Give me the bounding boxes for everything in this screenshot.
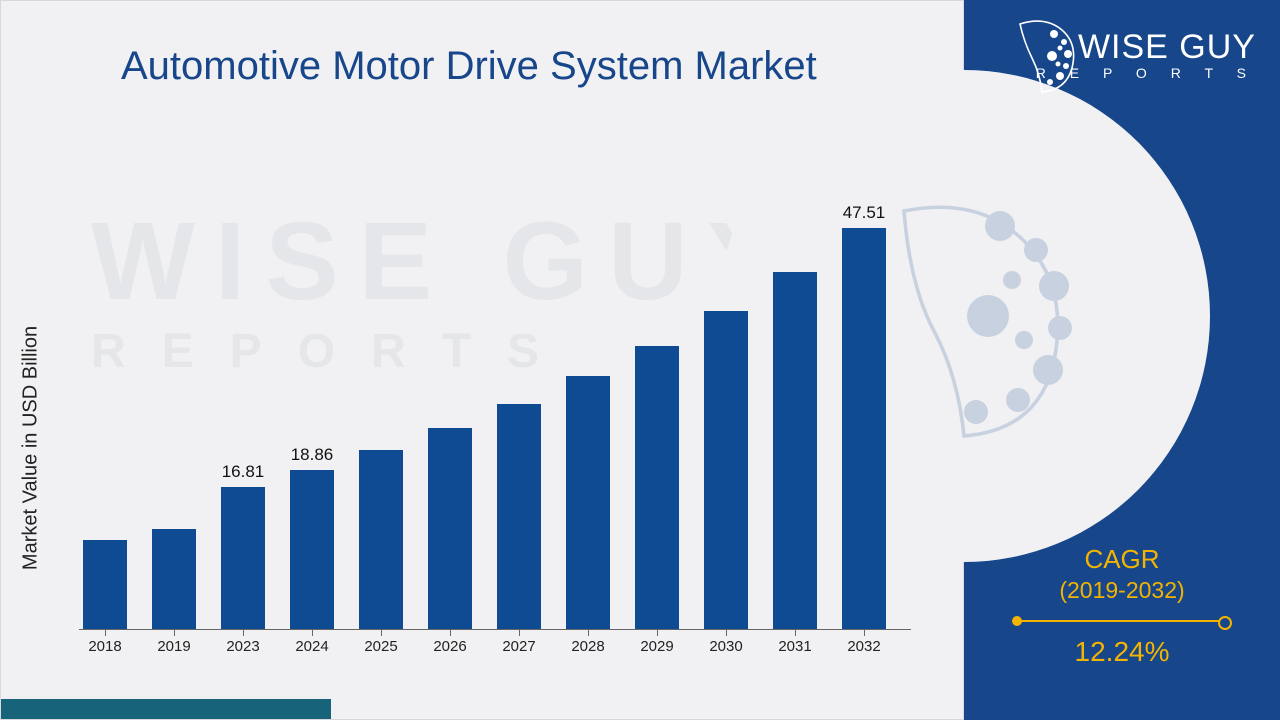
bar bbox=[428, 423, 472, 629]
bar bbox=[83, 535, 127, 629]
logo-text-sub: R E P O R T S bbox=[1036, 65, 1256, 81]
chart-title: Automotive Motor Drive System Market bbox=[121, 43, 1083, 90]
bar-value-label: 18.86 bbox=[291, 445, 334, 465]
cagr-value: 12.24% bbox=[964, 636, 1280, 668]
bar-rect bbox=[566, 376, 610, 629]
bar-rect bbox=[152, 529, 196, 629]
bar bbox=[704, 306, 748, 629]
x-tick: 2024 bbox=[290, 630, 334, 655]
bar-rect bbox=[497, 404, 541, 629]
x-tick: 2027 bbox=[497, 630, 541, 655]
bar: 18.86 bbox=[290, 445, 334, 629]
x-tick: 2029 bbox=[635, 630, 679, 655]
x-tick-label: 2032 bbox=[842, 638, 886, 655]
x-tick: 2023 bbox=[221, 630, 265, 655]
bar-chart: Market Value in USD Billion 16.8118.8647… bbox=[41, 208, 911, 688]
x-tick: 2030 bbox=[704, 630, 748, 655]
x-tick-label: 2025 bbox=[359, 638, 403, 655]
bar-value-label: 47.51 bbox=[843, 203, 886, 223]
bar: 16.81 bbox=[221, 462, 265, 629]
bar-rect bbox=[221, 487, 265, 629]
bar-rect bbox=[359, 450, 403, 629]
cagr-divider bbox=[1017, 620, 1227, 622]
brand-logo: WISE GUY R E P O R T S bbox=[1036, 28, 1256, 81]
x-tick-label: 2019 bbox=[152, 638, 196, 655]
x-tick-label: 2027 bbox=[497, 638, 541, 655]
bar bbox=[497, 399, 541, 629]
bar-rect bbox=[773, 272, 817, 629]
x-tick: 2032 bbox=[842, 630, 886, 655]
bar-rect bbox=[290, 470, 334, 629]
bar: 47.51 bbox=[842, 203, 886, 629]
side-panel: WISE GUY R E P O R T S CAGR (2019-2032) … bbox=[964, 0, 1280, 720]
bar-rect bbox=[635, 346, 679, 630]
x-tick-label: 2023 bbox=[221, 638, 265, 655]
x-tick-label: 2026 bbox=[428, 638, 472, 655]
bar bbox=[566, 371, 610, 629]
bars-container: 16.8118.8647.51 bbox=[79, 208, 911, 629]
accent-strip bbox=[1, 699, 331, 719]
plot-area: 16.8118.8647.51 bbox=[79, 208, 911, 630]
x-tick: 2031 bbox=[773, 630, 817, 655]
x-tick: 2025 bbox=[359, 630, 403, 655]
x-tick-label: 2028 bbox=[566, 638, 610, 655]
logo-text-main: WISE GUY bbox=[1036, 28, 1256, 67]
cagr-period: (2019-2032) bbox=[964, 577, 1280, 604]
bar-value-label: 16.81 bbox=[222, 462, 265, 482]
y-axis-label: Market Value in USD Billion bbox=[20, 326, 43, 570]
bar-rect bbox=[704, 311, 748, 629]
x-tick-label: 2030 bbox=[704, 638, 748, 655]
bar-rect bbox=[428, 428, 472, 629]
x-axis-ticks: 2018 2019 2023 2024 2025 2026 2027 2028 2029 2030… bbox=[79, 630, 911, 655]
x-tick-label: 2024 bbox=[290, 638, 334, 655]
x-tick-label: 2031 bbox=[773, 638, 817, 655]
bar-rect bbox=[842, 228, 886, 629]
bar bbox=[635, 341, 679, 630]
cagr-title: CAGR bbox=[964, 544, 1280, 575]
bar bbox=[359, 445, 403, 629]
x-tick: 2026 bbox=[428, 630, 472, 655]
x-tick-label: 2018 bbox=[83, 638, 127, 655]
x-tick: 2028 bbox=[566, 630, 610, 655]
bar bbox=[773, 267, 817, 629]
bar-rect bbox=[83, 540, 127, 629]
bar bbox=[152, 524, 196, 629]
x-tick: 2019 bbox=[152, 630, 196, 655]
x-tick-label: 2029 bbox=[635, 638, 679, 655]
x-tick: 2018 bbox=[83, 630, 127, 655]
cagr-box: CAGR (2019-2032) 12.24% bbox=[964, 544, 1280, 668]
